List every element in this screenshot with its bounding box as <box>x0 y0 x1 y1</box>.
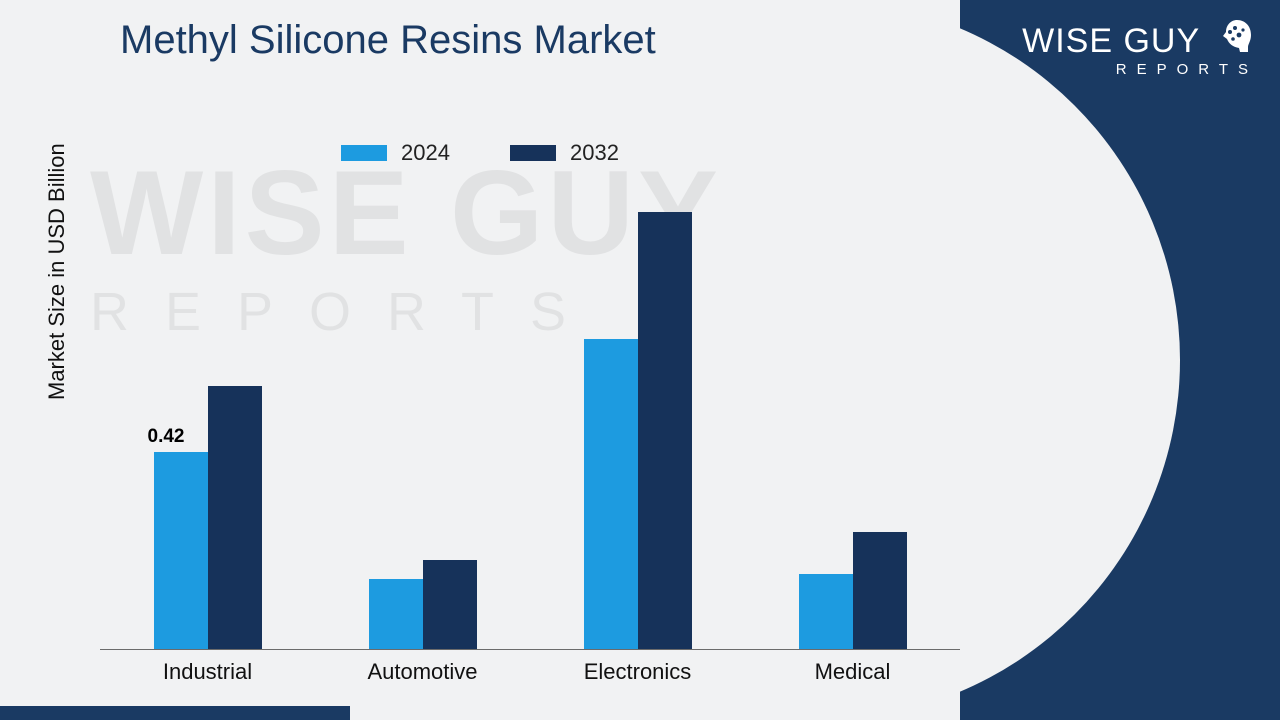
x-axis-line <box>100 649 960 650</box>
bar-s2032 <box>853 532 907 650</box>
bar-s2024 <box>584 339 638 649</box>
bar-group: Automotive <box>343 212 503 649</box>
bar-group: Industrial0.42 <box>128 212 288 649</box>
right-panel: WISE GUY REPORTS <box>960 0 1280 720</box>
bar-groups: Industrial0.42 Automotive Electronics Medic… <box>100 212 960 649</box>
legend-swatch-s2024 <box>341 145 387 161</box>
brand-logo: WISE GUY REPORTS <box>1022 16 1258 77</box>
bar-s2024 <box>154 452 208 649</box>
category-label: Automotive <box>323 659 523 685</box>
legend-item-s2032: 2032 <box>510 140 619 166</box>
legend-swatch-s2032 <box>510 145 556 161</box>
chart-title: Methyl Silicone Resins Market <box>120 18 656 63</box>
bar-s2024 <box>799 574 853 649</box>
category-label: Electronics <box>538 659 738 685</box>
bar-s2032 <box>423 560 477 649</box>
value-label: 0.42 <box>148 426 185 448</box>
page-root: WISE GUY REPORTS WISE GUY REPORTS Methyl… <box>0 0 1280 720</box>
bar-group: Electronics <box>558 212 718 649</box>
head-icon <box>1216 16 1258 58</box>
bar-s2024 <box>369 579 423 650</box>
legend-label-s2032: 2032 <box>570 140 619 165</box>
legend: 2024 2032 <box>0 140 960 166</box>
bar-group: Medical <box>773 212 933 649</box>
category-label: Medical <box>753 659 953 685</box>
bar-s2032 <box>638 212 692 649</box>
legend-item-s2024: 2024 <box>341 140 450 166</box>
y-axis-label: Market Size in USD Billion <box>44 143 70 400</box>
brand-line1: WISE GUY <box>1022 22 1199 60</box>
legend-label-s2024: 2024 <box>401 140 450 165</box>
category-label: Industrial <box>108 659 308 685</box>
brand-line2: REPORTS <box>1022 62 1258 77</box>
bottom-accent-bar <box>0 706 350 720</box>
bar-s2032 <box>208 386 262 649</box>
plot-area: Industrial0.42 Automotive Electronics Medic… <box>100 180 960 650</box>
